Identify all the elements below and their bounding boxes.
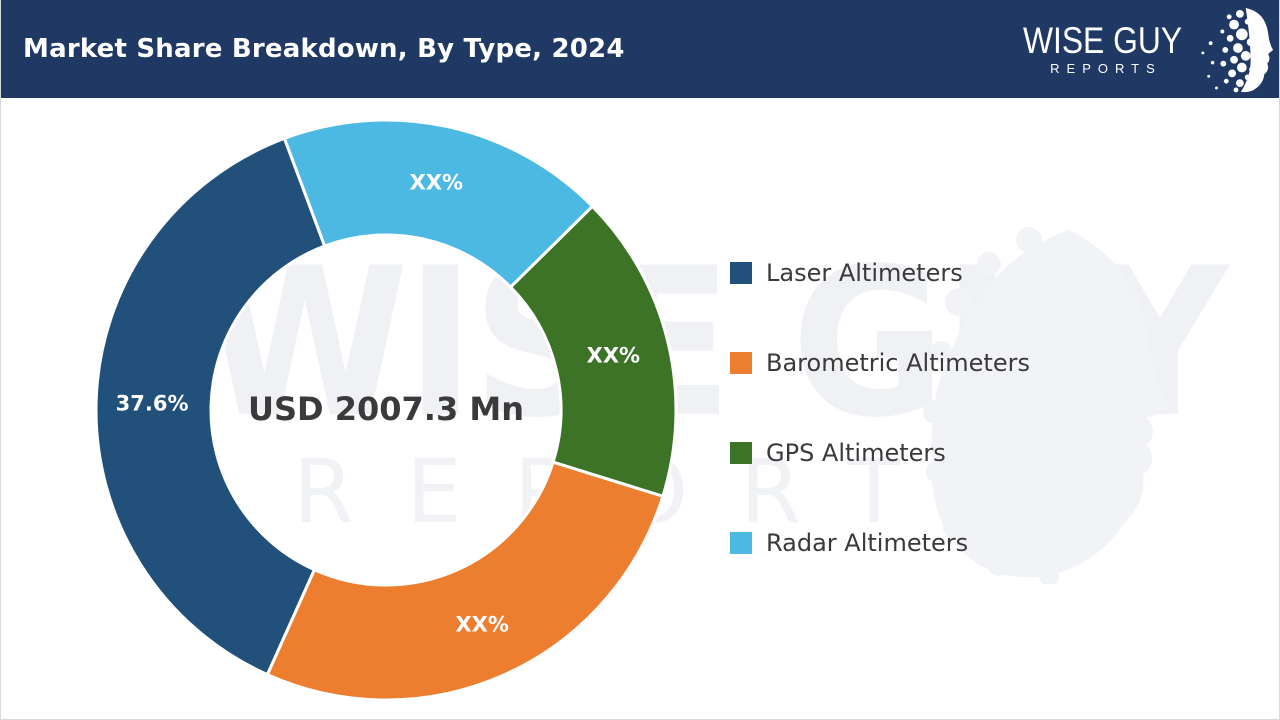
segment-pct-label-0: 37.6% [116, 392, 189, 416]
logo-subtitle: REPORTS [1050, 61, 1162, 76]
chart-center-value: USD 2007.3 Mn [248, 390, 524, 428]
legend-swatch-icon [730, 352, 752, 374]
donut-segment-1 [265, 460, 665, 702]
legend-label: GPS Altimeters [766, 439, 946, 467]
logo-text: WISE GUY REPORTS [1010, 21, 1195, 77]
legend-swatch-icon [730, 532, 752, 554]
logo-face-icon [1201, 8, 1274, 93]
legend-label: Laser Altimeters [766, 259, 963, 287]
legend-item-radar-altimeters: Radar Altimeters [730, 529, 1030, 557]
donut-chart: 37.6% XX% XX% XX% [94, 118, 678, 702]
legend-label: Barometric Altimeters [766, 349, 1030, 377]
legend-item-laser-altimeters: Laser Altimeters [730, 259, 1030, 287]
segment-pct-label-3: XX% [410, 171, 463, 195]
segment-pct-label-2: XX% [587, 344, 640, 368]
legend-item-gps-altimeters: GPS Altimeters [730, 439, 1030, 467]
legend-item-barometric-altimeters: Barometric Altimeters [730, 349, 1030, 377]
page-title: Market Share Breakdown, By Type, 2024 [23, 34, 625, 64]
legend-label: Radar Altimeters [766, 529, 969, 557]
donut-segment-3 [282, 118, 594, 289]
legend-swatch-icon [730, 262, 752, 284]
logo-wordmark: WISE GUY [1022, 20, 1183, 61]
donut-segment-2 [509, 204, 678, 498]
chart-legend: Laser Altimeters Barometric Altimeters GPS… [730, 259, 1030, 620]
header-bar: Market Share Breakdown, By Type, 2024 WI… [1, 0, 1279, 98]
wise-guy-logo: WISE GUY REPORTS [1010, 4, 1275, 94]
segment-pct-label-1: XX% [455, 612, 508, 636]
legend-swatch-icon [730, 442, 752, 464]
donut-segment-0 [94, 136, 327, 677]
watermark-face-graphic [923, 227, 1171, 584]
